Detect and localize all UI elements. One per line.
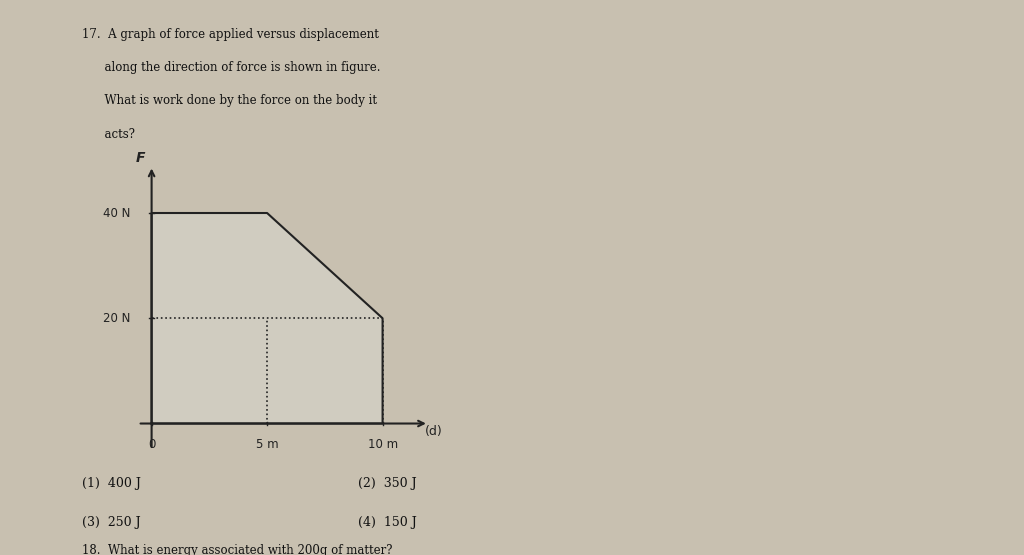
Text: (4)  150 J: (4) 150 J (358, 516, 417, 529)
Polygon shape (152, 213, 383, 423)
Text: acts?: acts? (82, 128, 135, 140)
Text: along the direction of force is shown in figure.: along the direction of force is shown in… (82, 61, 381, 74)
Text: F: F (135, 151, 144, 165)
Text: 18.  What is energy associated with 200g of matter?: 18. What is energy associated with 200g … (82, 544, 392, 555)
Text: (2)  350 J: (2) 350 J (358, 477, 417, 490)
Text: What is work done by the force on the body it: What is work done by the force on the bo… (82, 94, 377, 107)
Text: 40 N: 40 N (103, 206, 131, 220)
Text: 17.  A graph of force applied versus displacement: 17. A graph of force applied versus disp… (82, 28, 379, 41)
Text: 10 m: 10 m (368, 438, 397, 451)
Text: 5 m: 5 m (256, 438, 279, 451)
Text: (1)  400 J: (1) 400 J (82, 477, 140, 490)
Text: 20 N: 20 N (103, 312, 131, 325)
Text: 0: 0 (147, 438, 156, 451)
Text: (3)  250 J: (3) 250 J (82, 516, 140, 529)
Text: (d): (d) (425, 425, 442, 438)
